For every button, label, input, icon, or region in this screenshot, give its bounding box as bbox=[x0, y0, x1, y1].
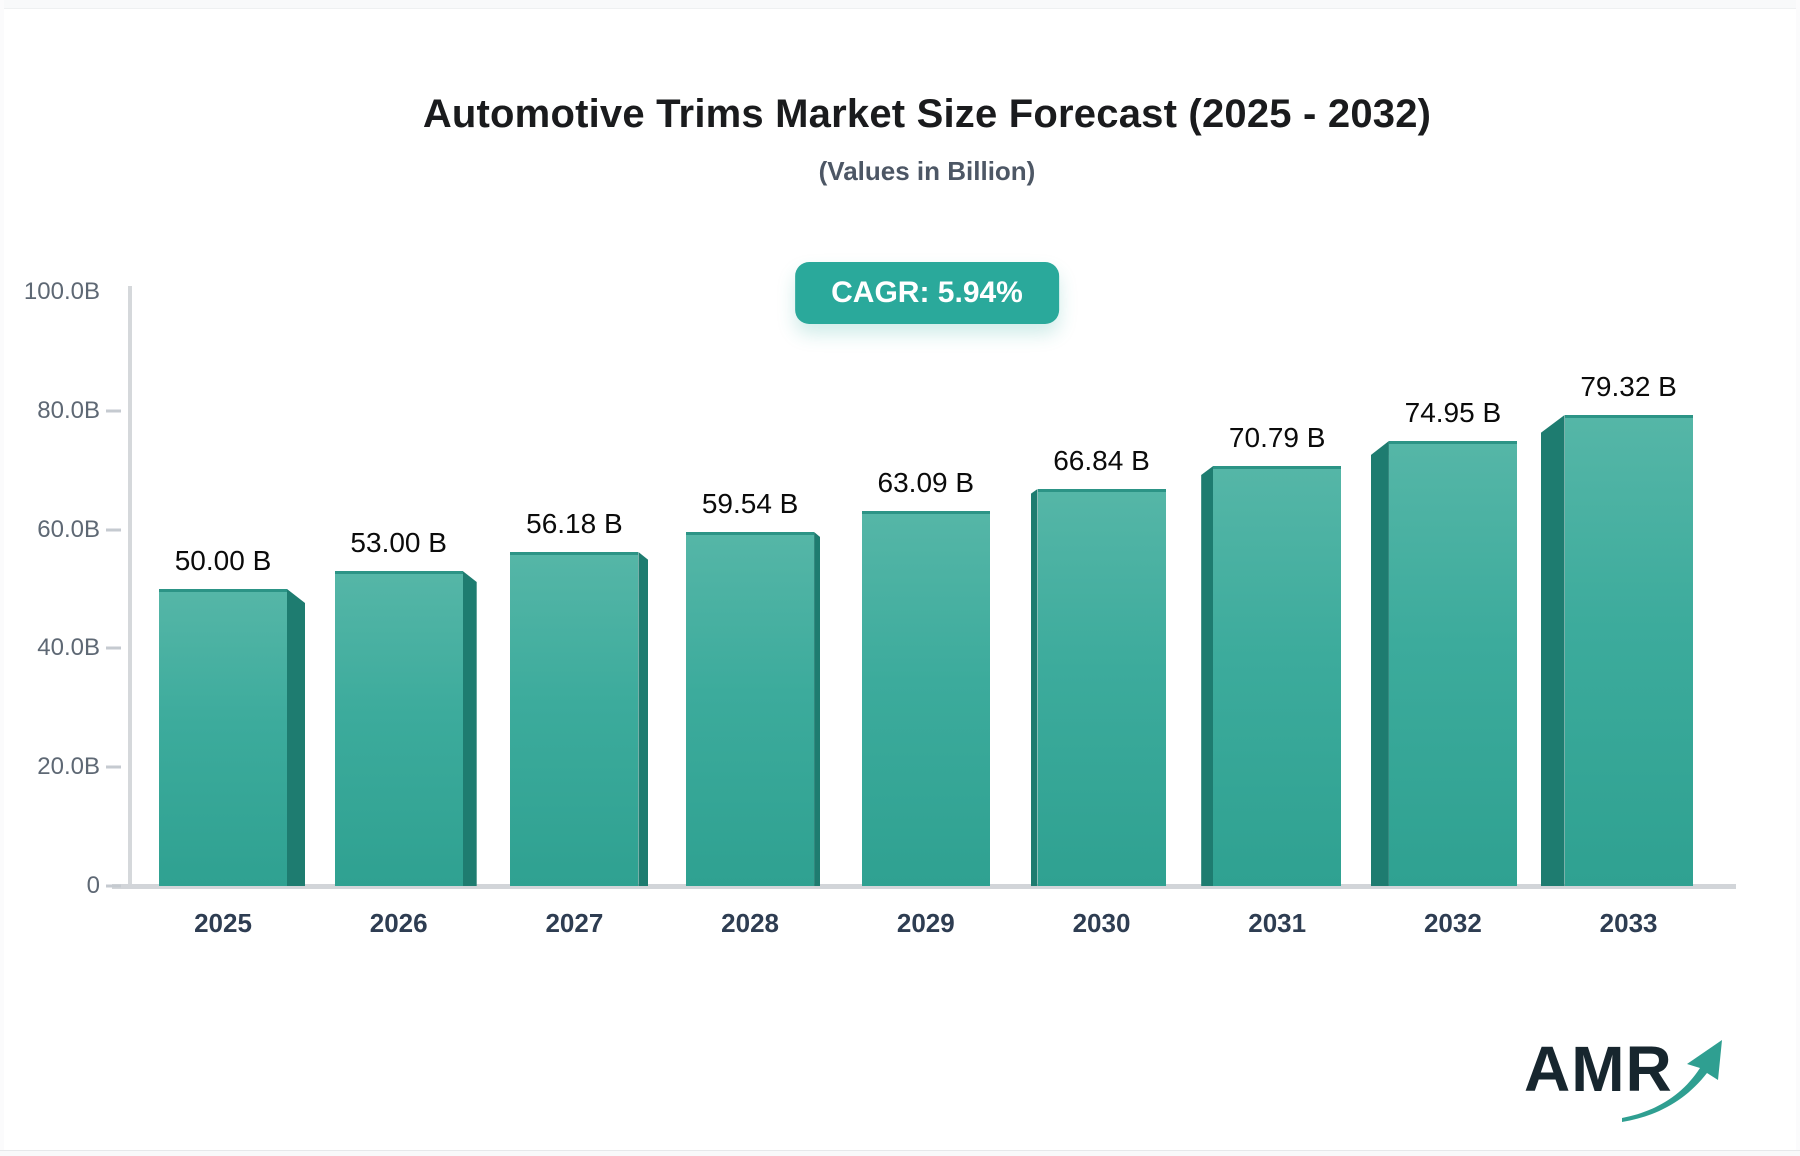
bar-value-label: 63.09 B bbox=[877, 467, 975, 498]
bar-value-label: 59.54 B bbox=[701, 488, 799, 519]
bar bbox=[861, 511, 990, 886]
y-axis-tick-mark bbox=[106, 528, 121, 532]
y-axis-tick-label: 80.0B bbox=[37, 396, 100, 424]
y-axis-tick-mark bbox=[106, 409, 121, 413]
bar-value-label: 74.95 B bbox=[1404, 397, 1502, 428]
bar-3d-side bbox=[287, 589, 305, 886]
chart-title: Automotive Trims Market Size Forecast (2… bbox=[422, 92, 1432, 136]
amr-logo-text: AMR bbox=[1524, 1033, 1673, 1105]
bar-value-label: 53.00 B bbox=[350, 527, 447, 558]
bar bbox=[686, 532, 815, 886]
y-axis-tick-mark bbox=[106, 884, 121, 888]
amr-logo: AMR bbox=[1524, 1032, 1744, 1132]
x-axis-category-label: 2029 bbox=[896, 908, 955, 938]
x-axis-baseline bbox=[112, 884, 1736, 889]
bar-3d-side bbox=[1201, 466, 1214, 886]
bar-value-label: 50.00 B bbox=[174, 545, 272, 576]
bar-3d-side bbox=[638, 552, 649, 886]
bar-value-label: 70.79 B bbox=[1228, 422, 1326, 453]
y-axis-tick-label: 40.0B bbox=[37, 634, 100, 662]
card-top-edge bbox=[0, 0, 1800, 9]
x-axis-category-label: 2027 bbox=[545, 908, 604, 938]
chart-subtitle: (Values in Billion) bbox=[818, 156, 1036, 186]
bar bbox=[1564, 415, 1693, 886]
bar bbox=[1213, 466, 1342, 886]
y-axis-line bbox=[128, 286, 132, 886]
bar bbox=[1037, 489, 1166, 886]
bar bbox=[334, 571, 463, 886]
bar-3d-side bbox=[1030, 489, 1038, 886]
bar-3d-side bbox=[814, 532, 821, 886]
x-axis-category-label: 2028 bbox=[721, 908, 780, 938]
card-bottom-edge bbox=[0, 1150, 1800, 1156]
bar-value-label: 66.84 B bbox=[1053, 445, 1150, 476]
x-axis-category-label: 2032 bbox=[1423, 908, 1482, 938]
bar bbox=[159, 589, 287, 886]
x-axis-category-label: 2031 bbox=[1248, 908, 1307, 938]
bar-3d-side bbox=[1540, 415, 1565, 886]
bar-value-label: 56.18 B bbox=[526, 508, 623, 539]
x-axis-category-label: 2025 bbox=[194, 908, 252, 938]
y-axis-tick-mark bbox=[106, 646, 121, 650]
card-left-edge bbox=[0, 0, 4, 1156]
bar-value-label: 79.32 B bbox=[1580, 371, 1677, 402]
y-axis-tick-label: 100.0B bbox=[23, 278, 100, 305]
bar-3d-side bbox=[1370, 441, 1389, 886]
y-axis-tick-label: 20.0B bbox=[37, 753, 100, 781]
cagr-badge: CAGR: 5.94% bbox=[795, 262, 1059, 324]
x-axis-category-label: 2033 bbox=[1599, 908, 1658, 938]
x-axis-category-label: 2030 bbox=[1072, 908, 1131, 938]
bar bbox=[1388, 441, 1517, 886]
growth-arrow-icon bbox=[1622, 1040, 1722, 1122]
card-right-edge bbox=[1796, 0, 1800, 1156]
bar bbox=[510, 552, 639, 886]
y-axis-tick-label: 60.0B bbox=[37, 515, 100, 543]
bar-3d-side bbox=[462, 571, 477, 886]
y-axis-tick-mark bbox=[106, 765, 121, 769]
y-axis-tick-label: 0 bbox=[86, 872, 100, 899]
x-axis-category-label: 2026 bbox=[369, 908, 428, 938]
